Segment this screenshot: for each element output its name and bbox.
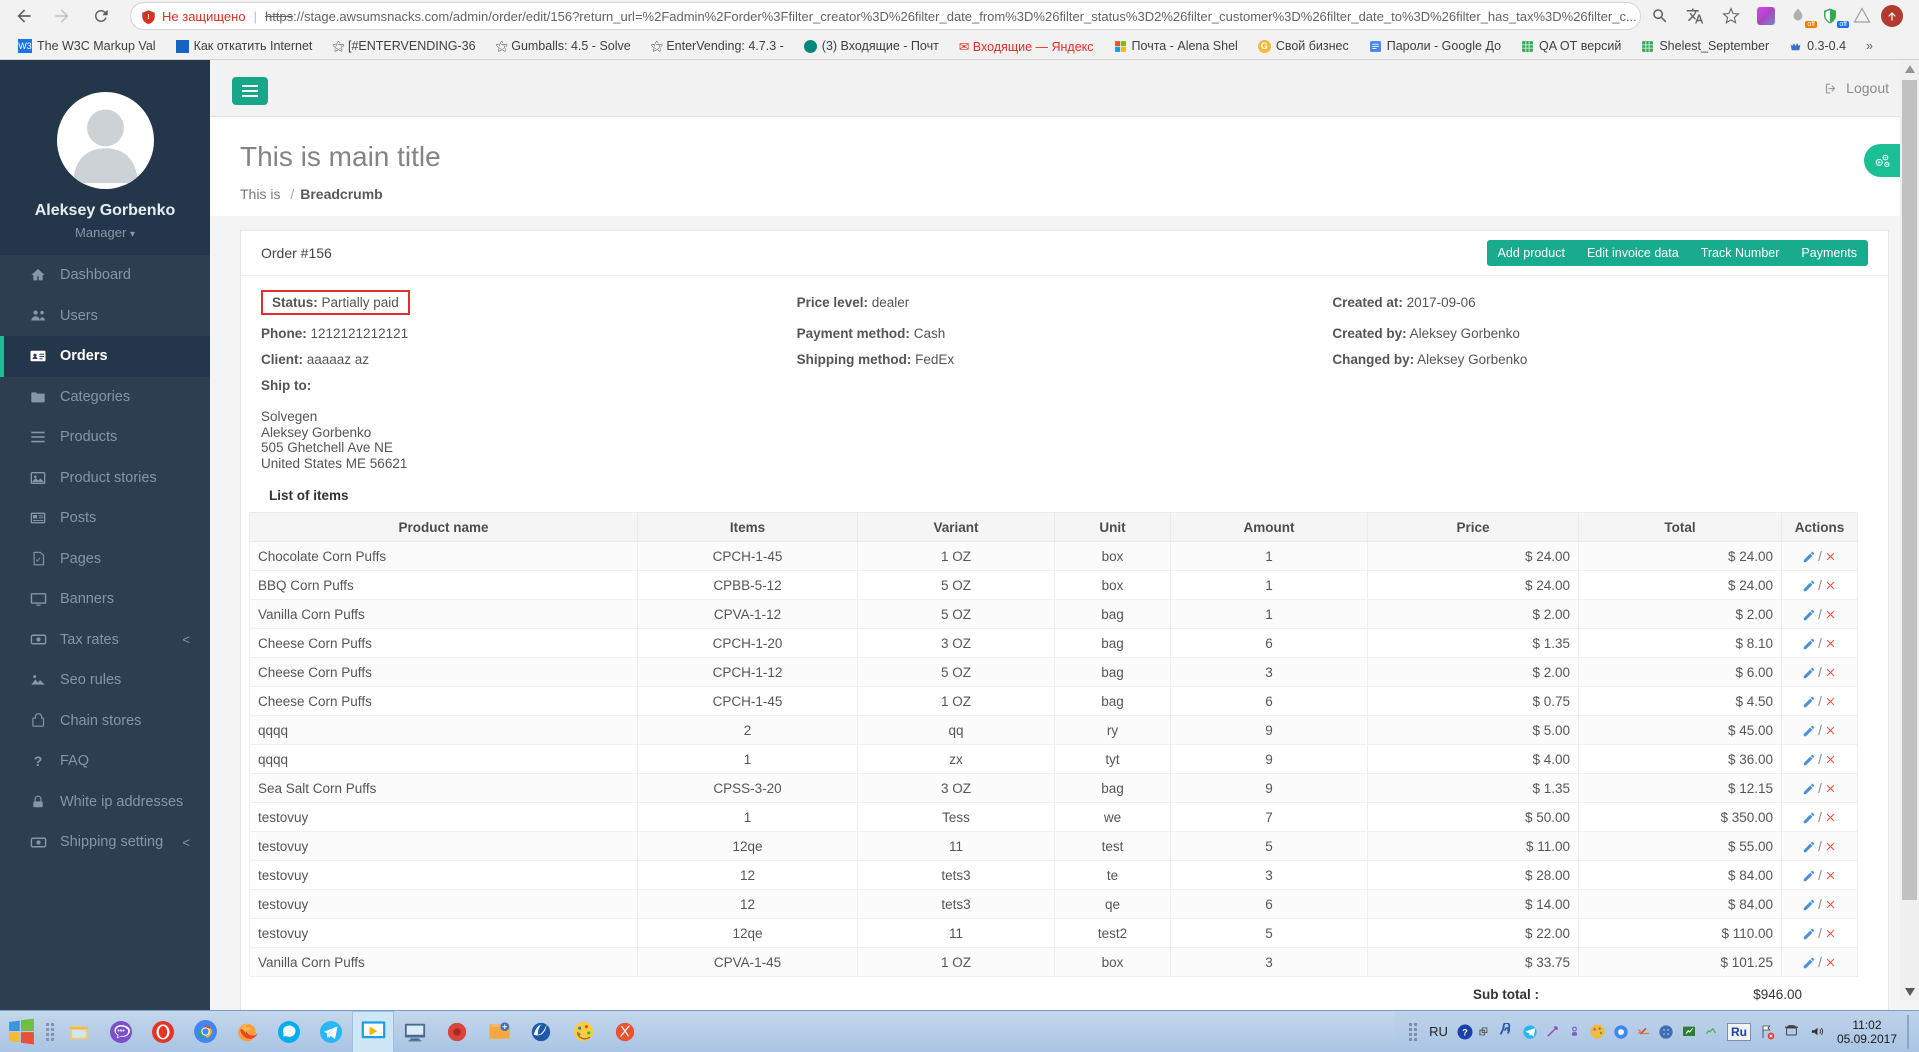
- svg-text:?: ?: [1462, 1027, 1468, 1037]
- svg-text:!: !: [147, 12, 150, 21]
